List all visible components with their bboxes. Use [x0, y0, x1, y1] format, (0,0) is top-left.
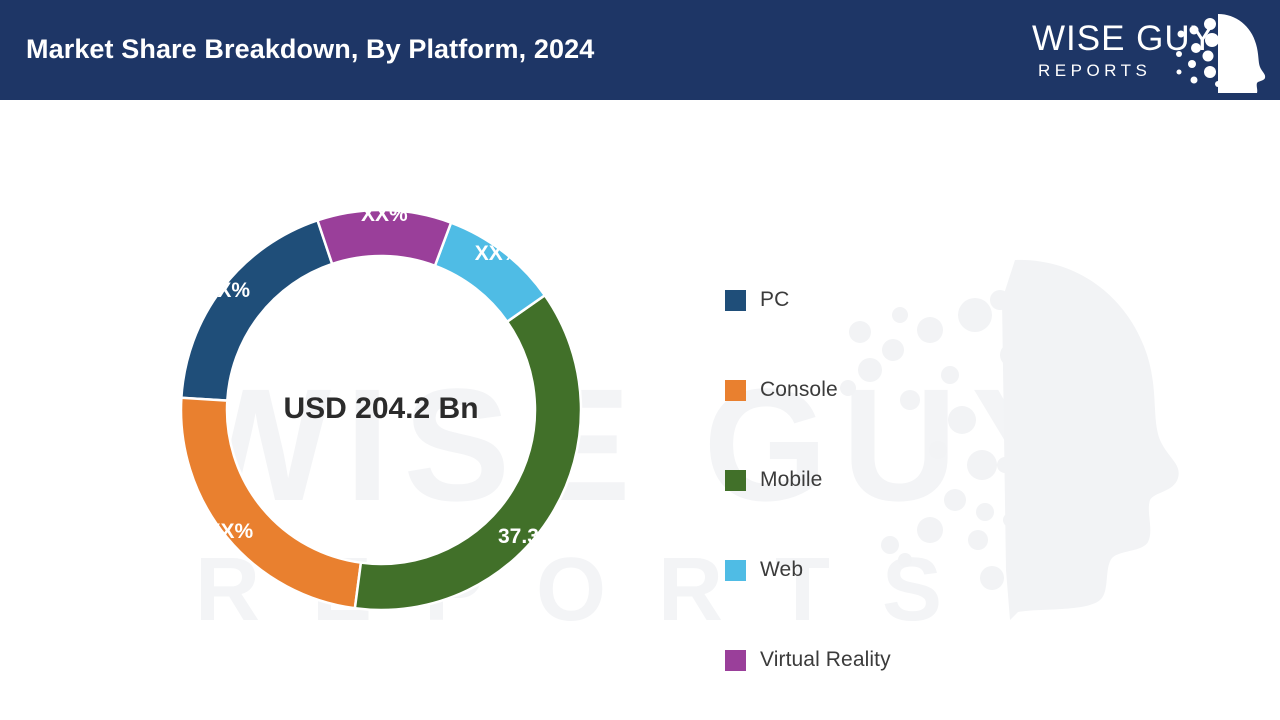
donut-slice-labels: XX% XX% 37.3% XX% XX% — [203, 203, 558, 548]
slice-label-web: XX% — [475, 242, 522, 265]
chart-content-area: WISE GUY REPORTS — [0, 100, 1280, 720]
logo-head-icon — [1176, 14, 1266, 93]
donut-slice-mobile[interactable] — [353, 293, 583, 612]
slice-label-pc: XX% — [203, 279, 250, 302]
legend-swatch-icon — [725, 289, 746, 311]
legend-item-virtual-reality[interactable]: Virtual Reality — [725, 615, 1055, 705]
logo-text-primary: WISE GUY — [1032, 19, 1215, 58]
legend-item-label: Console — [760, 378, 838, 401]
legend-swatch-icon — [725, 649, 746, 671]
donut-slice-console[interactable] — [179, 396, 363, 610]
legend-item-label: Virtual Reality — [760, 648, 891, 671]
donut-chart: XX% XX% 37.3% XX% XX% USD 204.2 Bn — [156, 100, 616, 720]
legend-item-web[interactable]: Web — [725, 525, 1055, 615]
slice-label-virtual-reality: XX% — [361, 203, 408, 226]
donut-slices — [179, 208, 583, 612]
donut-center-value: USD 204.2 Bn — [283, 392, 478, 425]
donut-slice-web[interactable] — [433, 221, 547, 324]
legend-swatch-icon — [725, 469, 746, 491]
chart-legend: PC Console Mobile Web Virtual Reality — [725, 255, 1055, 705]
logo-text-secondary: REPORTS — [1038, 61, 1151, 80]
legend-item-pc[interactable]: PC — [725, 255, 1055, 345]
legend-item-label: PC — [760, 288, 790, 311]
legend-swatch-icon — [725, 379, 746, 401]
legend-swatch-icon — [725, 559, 746, 581]
slice-label-console: XX% — [207, 520, 254, 543]
slice-label-mobile: 37.3% — [498, 525, 558, 548]
donut-slice-virtual-reality[interactable] — [315, 208, 453, 268]
page-title: Market Share Breakdown, By Platform, 202… — [26, 34, 595, 64]
legend-item-label: Mobile — [760, 468, 823, 491]
donut-slice-pc[interactable] — [180, 218, 334, 402]
legend-item-mobile[interactable]: Mobile — [725, 435, 1055, 525]
legend-item-label: Web — [760, 558, 804, 581]
legend-item-console[interactable]: Console — [725, 345, 1055, 435]
wise-guy-reports-logo: WISE GUY REPORTS — [1022, 4, 1272, 96]
header-bar: Market Share Breakdown, By Platform, 202… — [0, 0, 1280, 100]
